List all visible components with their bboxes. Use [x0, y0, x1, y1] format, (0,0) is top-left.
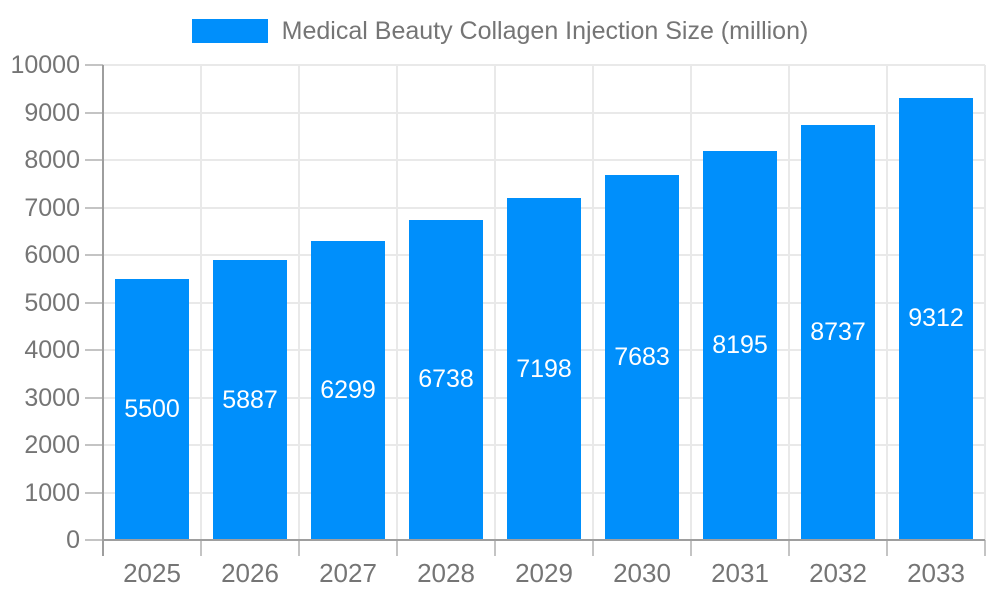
bar-2026[interactable]: 5887	[213, 260, 287, 540]
bar-value-label: 8195	[712, 330, 768, 359]
y-axis-tick	[85, 444, 103, 446]
bar-2032[interactable]: 8737	[801, 124, 875, 540]
x-axis-tick	[298, 540, 300, 556]
bar-2025[interactable]: 5500	[115, 278, 189, 540]
bar-value-label: 6299	[320, 375, 376, 404]
legend-swatch	[191, 19, 268, 43]
bar-2029[interactable]: 7198	[507, 198, 581, 540]
bar-2031[interactable]: 8195	[703, 150, 777, 540]
bar-value-label: 7198	[516, 354, 572, 383]
x-axis-tick	[494, 540, 496, 556]
gridline-horizontal	[103, 111, 985, 114]
gridline-vertical	[200, 65, 202, 540]
y-axis-line	[102, 65, 104, 556]
x-axis-tick	[200, 540, 202, 556]
y-axis-label: 0	[66, 526, 80, 554]
x-axis-tick	[690, 540, 692, 556]
x-axis-label: 2029	[515, 558, 573, 588]
y-axis-label: 8000	[24, 146, 80, 174]
bar-value-label: 7683	[614, 343, 670, 372]
y-axis-tick	[85, 111, 103, 114]
gridline-vertical	[592, 65, 594, 540]
y-axis-tick	[85, 254, 103, 256]
gridline-vertical	[690, 65, 692, 540]
bar-2028[interactable]: 6738	[409, 219, 483, 540]
gridline-vertical	[984, 65, 986, 540]
legend[interactable]: Medical Beauty Collagen Injection Size (…	[0, 14, 1000, 48]
y-axis-label: 2000	[24, 431, 80, 459]
x-axis-label: 2031	[711, 558, 769, 588]
x-axis-line	[103, 539, 985, 541]
x-axis-tick	[396, 540, 398, 556]
gridline-horizontal	[103, 159, 985, 161]
x-axis-label: 2026	[221, 558, 279, 588]
x-axis-label: 2028	[417, 558, 475, 588]
y-axis-tick	[85, 349, 103, 351]
x-axis-tick	[886, 540, 888, 556]
bar-2027[interactable]: 6299	[311, 240, 385, 540]
y-axis-label: 3000	[24, 383, 80, 412]
y-axis-tick	[85, 539, 103, 541]
x-axis-label: 2033	[907, 558, 965, 588]
y-axis-label: 10000	[10, 51, 80, 79]
gridline-vertical	[886, 65, 888, 540]
gridline-vertical	[788, 65, 790, 540]
bar-value-label: 8737	[810, 317, 866, 346]
x-axis-tick	[788, 540, 790, 556]
bar-2033[interactable]: 9312	[899, 97, 973, 540]
gridline-vertical	[494, 65, 496, 540]
gridline-vertical	[396, 65, 398, 540]
y-axis-tick	[85, 491, 103, 494]
y-axis-label: 6000	[24, 241, 80, 269]
x-axis-label: 2030	[613, 558, 671, 588]
x-axis-tick	[984, 540, 986, 556]
y-axis-tick	[85, 396, 103, 399]
y-axis-tick	[85, 206, 103, 209]
x-axis-label: 2027	[319, 558, 377, 588]
bar-value-label: 5887	[222, 385, 278, 414]
y-axis-tick	[85, 64, 103, 66]
y-axis-label: 9000	[24, 98, 80, 127]
y-axis-label: 7000	[24, 193, 80, 222]
bar-value-label: 9312	[908, 304, 964, 333]
gridline-horizontal	[103, 64, 985, 66]
x-axis-label: 2032	[809, 558, 867, 588]
y-axis-tick	[85, 301, 103, 304]
y-axis-label: 5000	[24, 288, 80, 317]
bar-value-label: 5500	[124, 394, 180, 423]
bar-2030[interactable]: 7683	[605, 175, 679, 540]
y-axis-label: 1000	[24, 478, 80, 507]
x-axis-tick	[592, 540, 594, 556]
y-axis-label: 4000	[24, 336, 80, 364]
legend-label: Medical Beauty Collagen Injection Size (…	[281, 17, 809, 45]
x-axis-label: 2025	[123, 558, 181, 588]
bar-value-label: 6738	[418, 365, 474, 394]
y-axis-tick	[85, 159, 103, 161]
gridline-vertical	[298, 65, 300, 540]
